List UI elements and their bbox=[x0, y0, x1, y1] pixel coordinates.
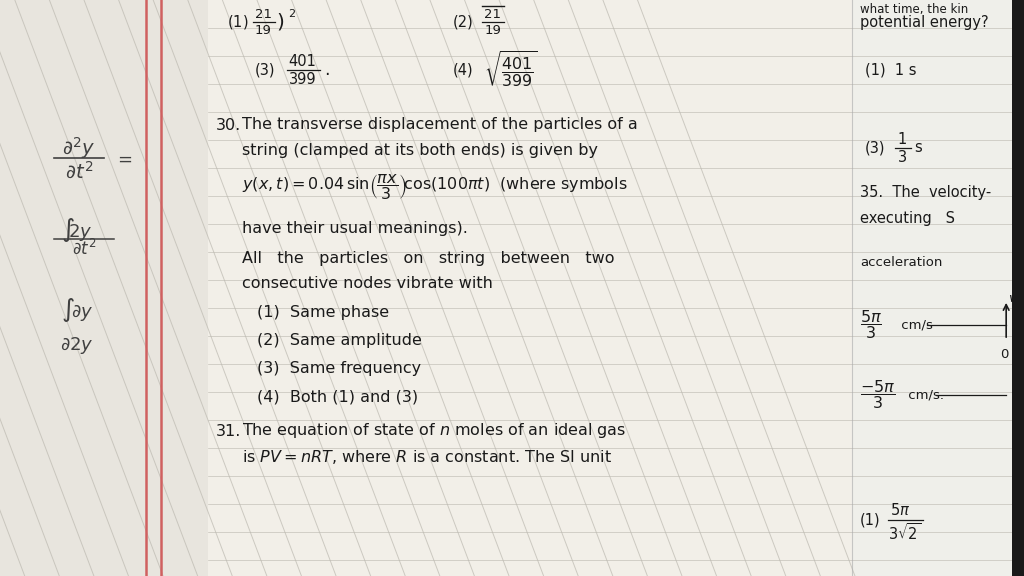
Text: $y(x,t) = 0.04\,\sin\!\left(\dfrac{\pi x}{3}\right)\!\cos(100\pi t)$  (where sym: $y(x,t) = 0.04\,\sin\!\left(\dfrac{\pi x… bbox=[242, 172, 628, 202]
Text: 3: 3 bbox=[897, 150, 906, 165]
Text: cm/s.: cm/s. bbox=[904, 388, 944, 401]
Text: 2: 2 bbox=[289, 9, 296, 19]
Text: $5\pi$: $5\pi$ bbox=[890, 502, 910, 518]
Text: have their usual meanings).: have their usual meanings). bbox=[242, 222, 468, 237]
Text: (4): (4) bbox=[453, 63, 473, 78]
Text: 0: 0 bbox=[1000, 348, 1009, 362]
Text: =: = bbox=[117, 151, 132, 169]
Text: 19: 19 bbox=[255, 24, 272, 36]
Text: 31.: 31. bbox=[215, 423, 241, 438]
Text: v: v bbox=[1009, 291, 1016, 305]
Text: .: . bbox=[325, 61, 330, 79]
Text: $3\sqrt{2}$: $3\sqrt{2}$ bbox=[888, 521, 921, 543]
Text: string (clamped at its both ends) is given by: string (clamped at its both ends) is giv… bbox=[242, 143, 598, 158]
Text: The equation of state of $n$ moles of an ideal gas: The equation of state of $n$ moles of an… bbox=[242, 422, 627, 441]
Text: 1: 1 bbox=[897, 132, 906, 147]
Text: The transverse displacement of the particles of a: The transverse displacement of the parti… bbox=[242, 118, 638, 132]
Text: (2): (2) bbox=[453, 14, 473, 29]
Text: $\int\!\partial y$: $\int\!\partial y$ bbox=[60, 296, 93, 324]
Text: is $PV = nRT$, where $R$ is a constant. The SI unit: is $PV = nRT$, where $R$ is a constant. … bbox=[242, 448, 612, 466]
Text: (1): (1) bbox=[860, 513, 881, 528]
Text: (3): (3) bbox=[865, 141, 886, 156]
Bar bbox=[852, 0, 1012, 576]
Text: executing   S: executing S bbox=[860, 210, 955, 225]
Text: 401: 401 bbox=[289, 55, 316, 70]
Text: $\int\!\!2y$: $\int\!\!2y$ bbox=[61, 216, 93, 244]
Text: consecutive nodes vibrate with: consecutive nodes vibrate with bbox=[242, 275, 493, 290]
Text: 35.  The  velocity-: 35. The velocity- bbox=[860, 184, 991, 199]
Text: s: s bbox=[914, 141, 922, 156]
Text: $\partial t^2$: $\partial t^2$ bbox=[65, 161, 93, 183]
Text: (1)  Same phase: (1) Same phase bbox=[257, 305, 389, 320]
Text: 19: 19 bbox=[484, 24, 501, 36]
Text: acceleration: acceleration bbox=[860, 256, 942, 268]
Text: All   the   particles   on   string   between   two: All the particles on string between two bbox=[242, 252, 614, 267]
Text: $\sqrt{\dfrac{401}{399}}$: $\sqrt{\dfrac{401}{399}}$ bbox=[484, 50, 539, 90]
Text: $\partial t^2$: $\partial t^2$ bbox=[72, 238, 96, 257]
Text: cm/s: cm/s bbox=[897, 319, 933, 332]
Text: $(1)$: $(1)$ bbox=[227, 13, 249, 31]
Text: (1)  1 s: (1) 1 s bbox=[865, 63, 916, 78]
Text: 399: 399 bbox=[289, 73, 316, 88]
Text: (3): (3) bbox=[255, 63, 275, 78]
Text: (2)  Same amplitude: (2) Same amplitude bbox=[257, 334, 422, 348]
Text: 21: 21 bbox=[255, 7, 272, 21]
Text: potential energy?: potential energy? bbox=[860, 14, 988, 29]
Text: 21: 21 bbox=[484, 7, 502, 21]
Text: (3)  Same frequency: (3) Same frequency bbox=[257, 362, 421, 377]
Text: $\dfrac{-5\pi}{3}$: $\dfrac{-5\pi}{3}$ bbox=[860, 378, 895, 411]
Text: $\dfrac{5\pi}{3}$: $\dfrac{5\pi}{3}$ bbox=[860, 309, 882, 342]
Text: $\partial 2y$: $\partial 2y$ bbox=[60, 335, 94, 355]
Bar bbox=[208, 0, 852, 576]
Text: (4)  Both (1) and (3): (4) Both (1) and (3) bbox=[257, 389, 418, 404]
Text: $\partial^2 y$: $\partial^2 y$ bbox=[62, 135, 95, 161]
Text: 30.: 30. bbox=[215, 118, 241, 132]
Text: what time, the kin: what time, the kin bbox=[860, 3, 968, 17]
Text: ): ) bbox=[276, 13, 285, 32]
Bar bbox=[0, 0, 208, 576]
